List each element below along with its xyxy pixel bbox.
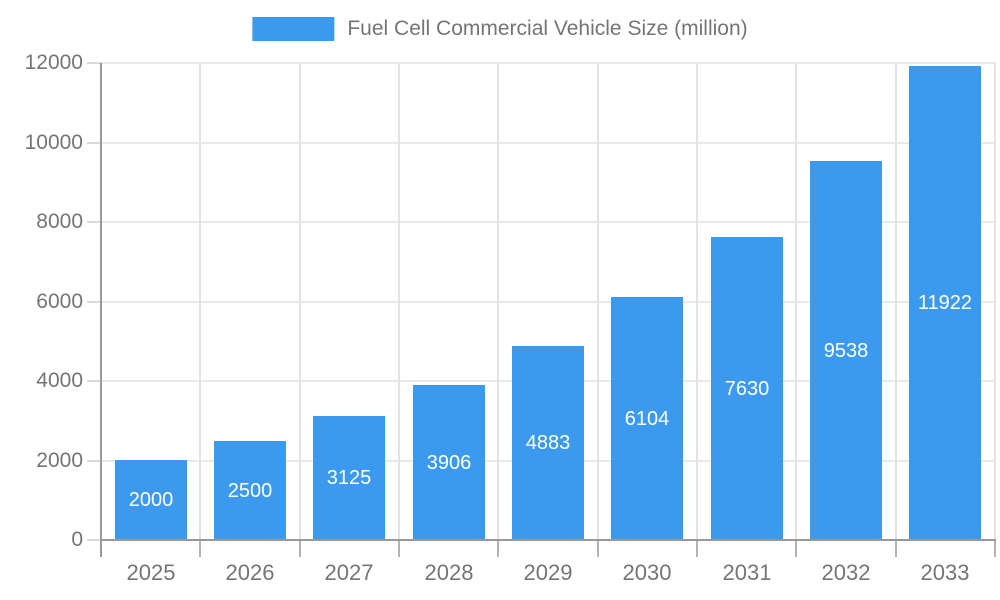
bar-value-label-2026: 2500 — [227, 480, 273, 502]
gridline-vertical — [299, 63, 301, 540]
y-axis-label: 8000 — [36, 210, 83, 233]
x-axis-tick — [696, 541, 698, 557]
x-axis-label: 2027 — [324, 560, 374, 585]
y-axis-label: 10000 — [24, 131, 83, 154]
bar-value-label-2028: 3906 — [426, 452, 472, 474]
gridline-vertical — [795, 63, 797, 540]
gridline-vertical — [994, 63, 996, 540]
bar-2027 — [313, 416, 385, 540]
x-axis-tick — [994, 541, 996, 557]
x-axis-label: 2030 — [622, 560, 672, 585]
bar-2033 — [909, 66, 981, 540]
x-axis-tick — [895, 541, 897, 557]
y-axis-label: 2000 — [36, 449, 83, 472]
y-axis-tick — [87, 221, 101, 223]
y-axis-tick — [87, 301, 101, 303]
gridline-vertical — [597, 63, 599, 540]
x-axis-tick — [299, 541, 301, 557]
bar-2032 — [810, 161, 882, 540]
x-axis-tick — [795, 541, 797, 557]
y-axis-tick — [87, 460, 101, 462]
x-axis-label: 2032 — [821, 560, 871, 585]
bar-2025 — [115, 460, 187, 540]
x-axis-line — [100, 539, 996, 541]
legend-swatch-icon — [252, 17, 335, 41]
gridline-horizontal — [101, 142, 995, 144]
bar-2031 — [711, 237, 783, 540]
x-axis-label: 2026 — [225, 560, 275, 585]
bar-value-label-2033: 11922 — [917, 292, 973, 314]
bar-2026 — [214, 441, 286, 540]
x-axis-label: 2033 — [920, 560, 970, 585]
legend-label: Fuel Cell Commercial Vehicle Size (milli… — [347, 17, 748, 40]
gridline-vertical — [199, 63, 201, 540]
gridline-vertical — [497, 63, 499, 540]
gridline-horizontal — [101, 221, 995, 223]
y-axis-tick — [87, 142, 101, 144]
gridline-horizontal — [101, 62, 995, 64]
y-axis-tick — [87, 539, 101, 541]
x-axis-tick — [497, 541, 499, 557]
y-axis-tick — [87, 62, 101, 64]
y-axis-tick — [87, 380, 101, 382]
x-axis-tick — [398, 541, 400, 557]
x-axis-label: 2025 — [126, 560, 176, 585]
x-axis-label: 2028 — [424, 560, 474, 585]
bar-2028 — [413, 385, 485, 540]
y-axis-line — [100, 63, 102, 557]
x-axis-tick — [199, 541, 201, 557]
y-axis-label: 0 — [71, 528, 83, 551]
bar-value-label-2032: 9538 — [823, 340, 869, 362]
bar-value-label-2025: 2000 — [128, 489, 174, 511]
bar-2029 — [512, 346, 584, 540]
bar-2030 — [611, 297, 683, 540]
bar-value-label-2029: 4883 — [525, 432, 571, 454]
legend-item[interactable]: Fuel Cell Commercial Vehicle Size (milli… — [252, 15, 748, 43]
gridline-vertical — [398, 63, 400, 540]
y-axis-label: 6000 — [36, 290, 83, 313]
x-axis-tick — [597, 541, 599, 557]
gridline-vertical — [696, 63, 698, 540]
y-axis-label: 4000 — [36, 369, 83, 392]
gridline-horizontal — [101, 301, 995, 303]
bar-value-label-2027: 3125 — [326, 467, 372, 489]
x-axis-label: 2029 — [523, 560, 573, 585]
x-axis-label: 2031 — [722, 560, 772, 585]
y-axis-label: 12000 — [24, 51, 83, 74]
gridline-vertical — [895, 63, 897, 540]
bar-value-label-2030: 6104 — [624, 408, 670, 430]
bar-value-label-2031: 7630 — [724, 378, 770, 400]
